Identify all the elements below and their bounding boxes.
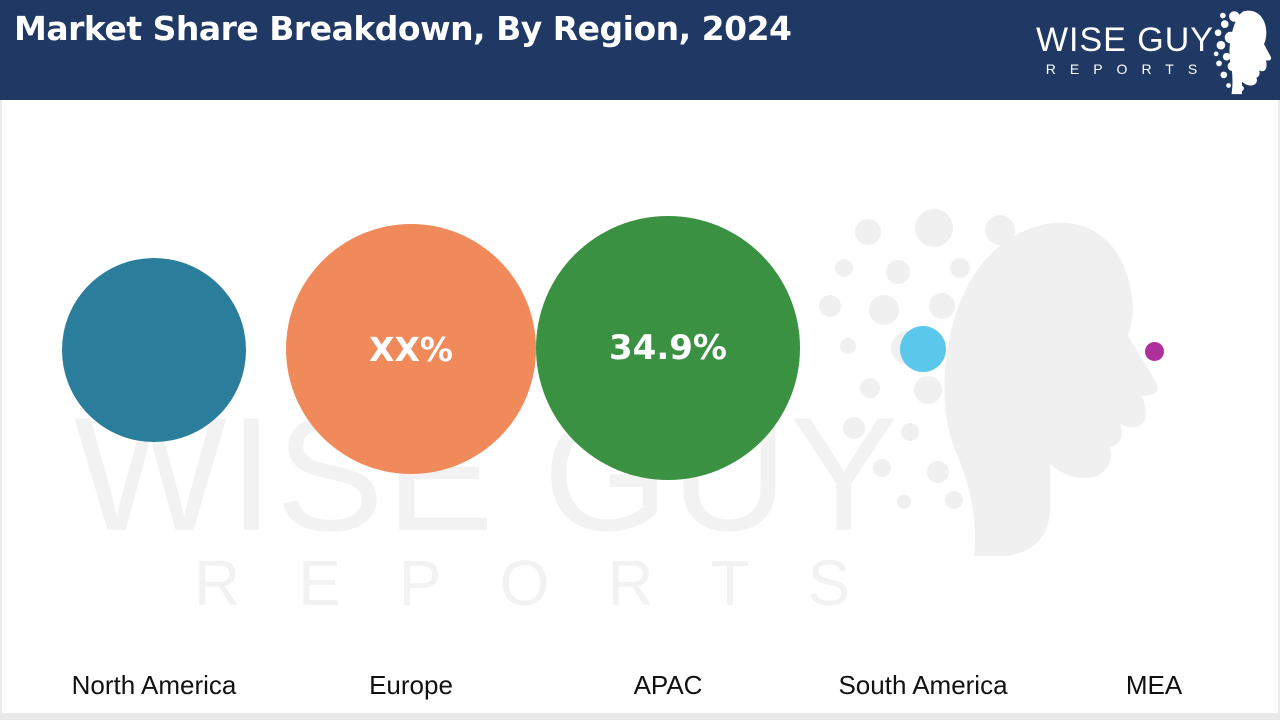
category-label-apac: APAC [633,670,703,700]
category-label-north-america: North America [71,670,237,700]
footer-strip [0,713,1280,720]
bubble-value-label: XX% [369,329,453,369]
category-label-south-america: South America [838,670,1008,700]
bubble-europe: XX% [286,224,536,474]
category-label-mea: MEA [1125,670,1183,700]
bubble-value-label: 34.9% [609,328,727,368]
bubble-north-america [62,258,246,442]
watermark-face-icon [819,209,1158,556]
logo-text: WISE GUY REPORTS [1036,23,1214,77]
bubble-apac: 34.9% [536,216,800,480]
header-bar: Market Share Breakdown, By Region, 2024 … [0,0,1280,100]
page-title: Market Share Breakdown, By Region, 2024 [14,9,792,48]
bubble-mea [1144,341,1164,361]
category-label-europe: Europe [369,670,453,700]
chart-area: WISE GUY REPORTS XX% 34.9% North America E… [0,100,1280,720]
logo-name: WISE GUY [1035,21,1214,59]
wise-guy-reports-logo: WISE GUY REPORTS [1036,4,1274,96]
logo-subtitle: REPORTS [1045,61,1212,77]
bubble-south-america [900,326,946,372]
watermark-reports-text: REPORTS [194,547,908,619]
logo-face-icon [1213,10,1272,95]
